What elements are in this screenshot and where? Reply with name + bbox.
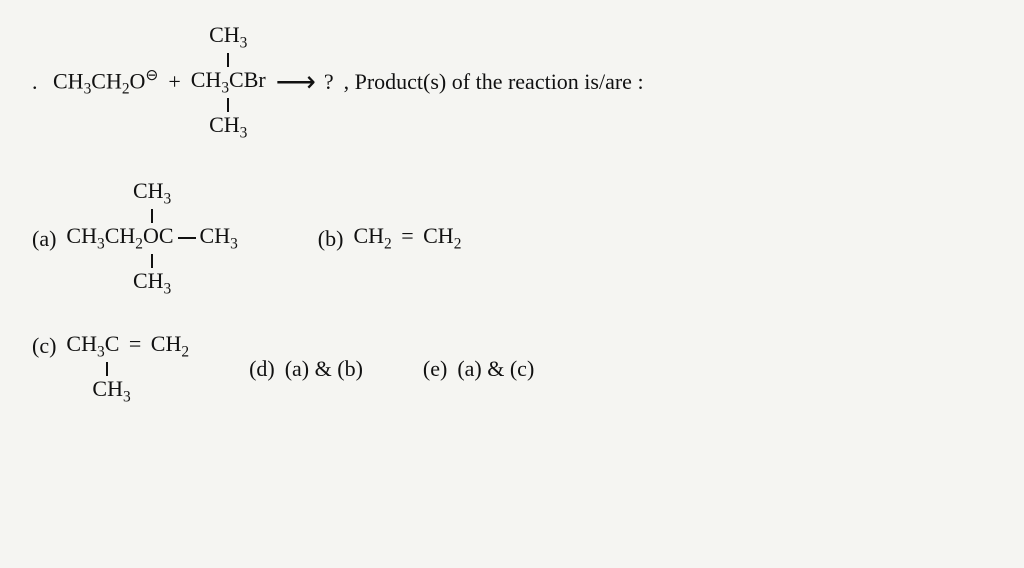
reactant-2: CH3 CH3CBr CH3 [191,24,266,140]
a-ml2: CH [105,223,136,248]
reactant-1: CH3CH2O⊖ [53,66,158,99]
options-row-1: (a) CH3 CH3CH2OCCH3 CH3 (b) CH2 = CH2 [32,180,992,296]
r2-top-sub: 3 [240,34,248,51]
lead-dot: . [32,69,43,95]
a-top: CH3 [133,180,171,207]
option-c-structure: CH3C = CH2 CH3 [66,333,189,405]
plus-sign: + [168,69,180,95]
question-mark: ? [324,69,334,95]
option-a-structure: CH3 CH3CH2OCCH3 CH3 [66,180,237,296]
a-mid: CH3CH2OCCH3 [66,225,237,252]
r1-s2: 2 [122,81,130,98]
option-e: (e) (a) & (c) [423,356,534,382]
c-tr: CH [151,331,182,356]
b-s1: 2 [384,236,392,253]
a-top-ch: CH [133,178,164,203]
bond-icon [227,53,229,67]
b-ch1: CH [353,223,384,248]
a-ml1: CH [66,223,97,248]
option-e-label: (e) [423,356,447,382]
option-b-label: (b) [318,226,344,252]
reaction-equation: . CH3CH2O⊖ + CH3 CH3CBr CH3 ⟶ ? , Produc… [32,24,992,140]
r2-bot-sub: 3 [240,124,248,141]
option-c: (c) CH3C = CH2 CH3 [32,333,189,405]
r2-mid-sub: 3 [221,79,229,96]
option-e-text: (a) & (c) [457,356,534,382]
options-row-2: (c) CH3C = CH2 CH3 (d) (a) & (b) (e) (a)… [32,333,992,405]
c-top: CH3C = CH2 [66,333,189,360]
b-ch2: CH [423,223,454,248]
reaction-text: , Product(s) of the reaction is/are : [344,69,644,95]
r2-mid: CH3CBr [191,69,266,96]
r2-top: CH3 [209,24,247,51]
r2-mid-cbr: CBr [229,67,266,92]
c-tls: 3 [97,343,105,360]
r1-o: O [130,68,146,93]
a-ms1: 3 [97,236,105,253]
b-s2: 2 [454,236,462,253]
r2-mid-ch: CH [191,67,222,92]
bond-icon [178,237,196,239]
a-bot-ch: CH [133,268,164,293]
r1-ch: CH [53,68,84,93]
r1-charge: ⊖ [145,67,158,84]
bond-icon [227,98,229,112]
a-ms2: 2 [135,236,143,253]
r2-bot: CH3 [209,114,247,141]
c-trs: 2 [181,343,189,360]
option-d: (d) (a) & (b) [249,356,363,382]
b-eq: = [397,223,417,248]
a-mrs: 3 [230,236,238,253]
r2-bot-ch: CH [209,112,240,137]
a-bot: CH3 [133,270,171,297]
a-top-sub: 3 [164,191,172,208]
bond-icon [106,362,108,376]
bond-icon [151,254,153,268]
c-bot-sub: 3 [123,388,131,405]
option-a-label: (a) [32,226,56,252]
c-eq: = [125,331,145,356]
a-ml3: OC [143,223,174,248]
c-tl: CH [66,331,97,356]
reaction-arrow-icon: ⟶ [276,65,314,99]
c-bot: CH3 [92,378,130,405]
option-d-label: (d) [249,356,275,382]
option-a: (a) CH3 CH3CH2OCCH3 CH3 [32,180,238,296]
option-b: (b) CH2 = CH2 [318,223,462,253]
option-c-label: (c) [32,333,56,359]
bond-icon [151,209,153,223]
a-mr: CH [200,223,231,248]
c-bot-ch: CH [92,376,123,401]
c-tc: C [105,331,120,356]
a-bot-sub: 3 [164,280,172,297]
r1-ch2: CH [91,68,122,93]
r2-top-ch: CH [209,22,240,47]
option-b-formula: CH2 = CH2 [353,223,461,253]
option-d-text: (a) & (b) [285,356,363,382]
